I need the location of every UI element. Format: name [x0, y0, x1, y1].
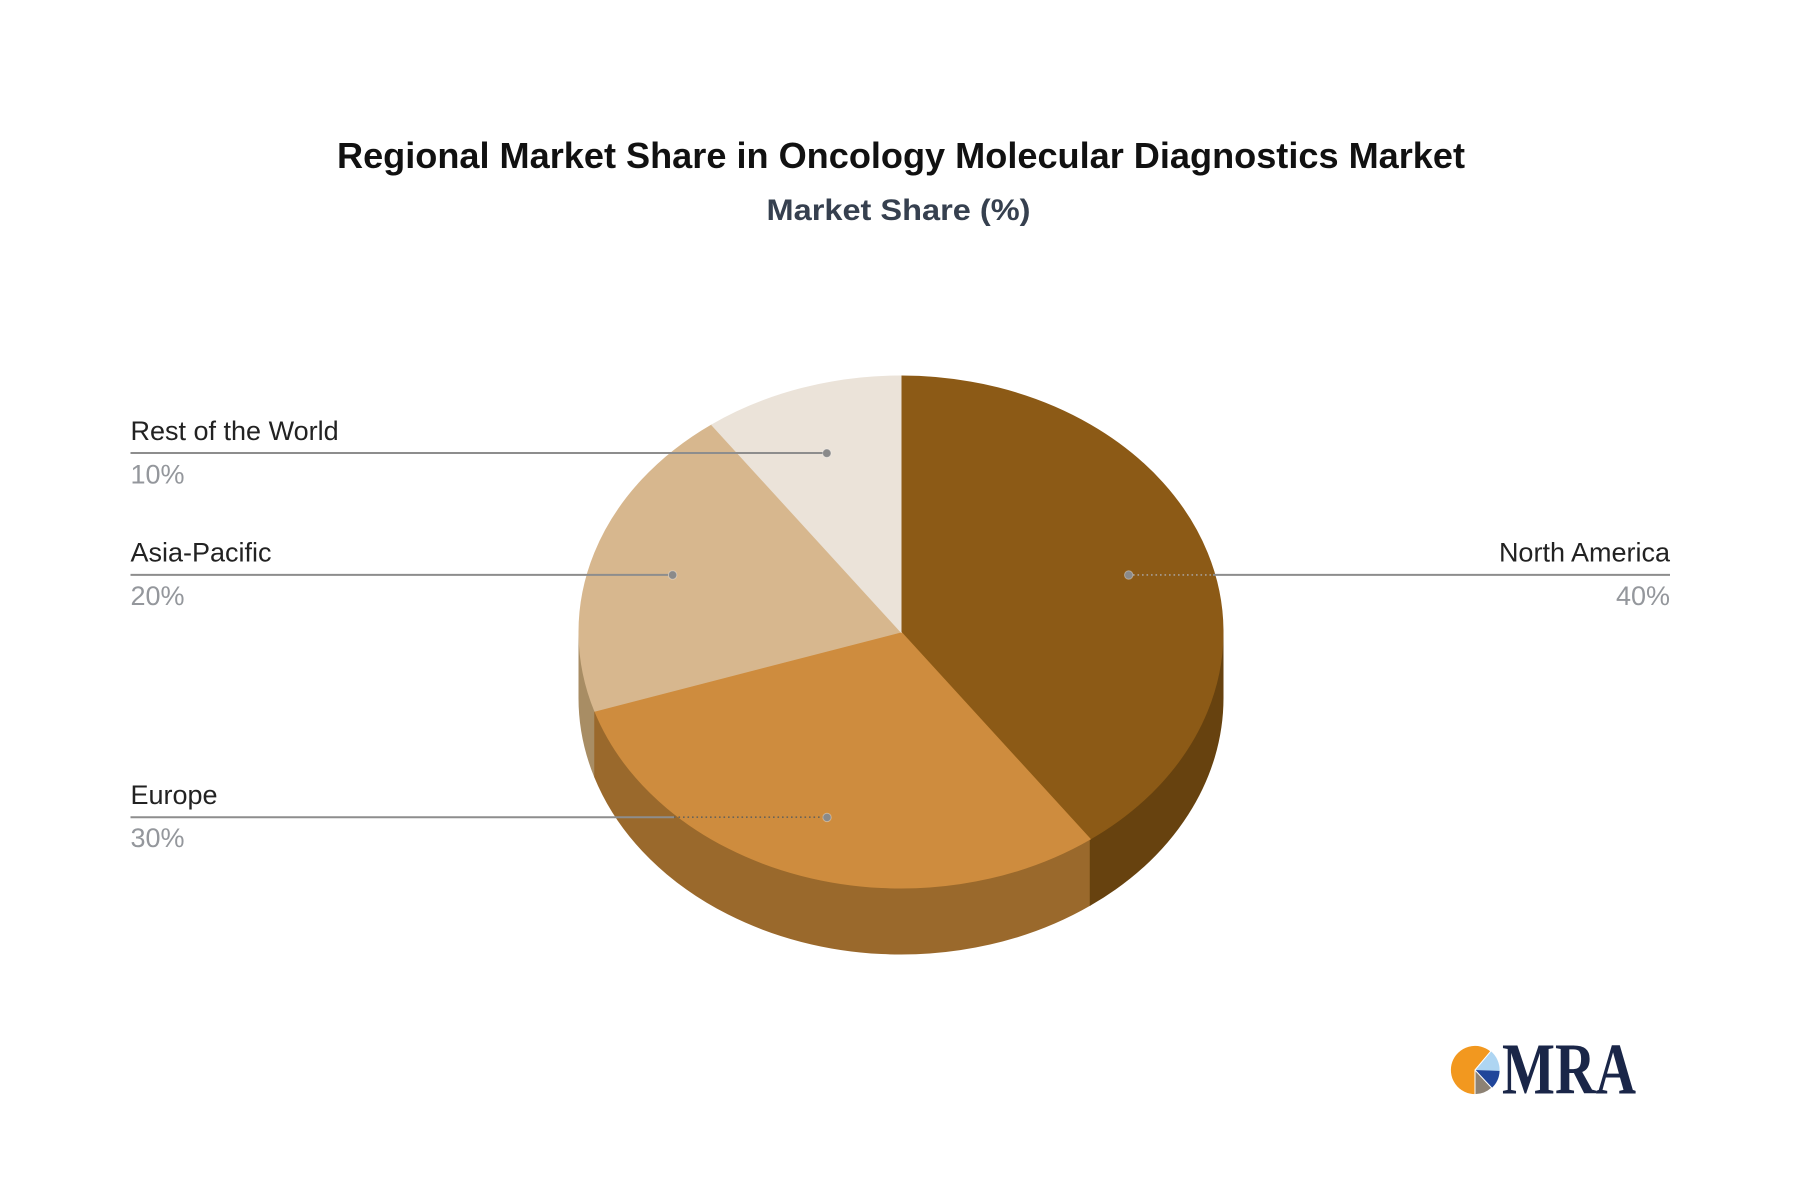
svg-text:40%: 40% — [1616, 581, 1670, 611]
svg-text:MRA: MRA — [1502, 1029, 1636, 1110]
svg-text:30%: 30% — [131, 823, 185, 853]
svg-text:Europe: Europe — [131, 780, 218, 810]
svg-text:Market Share (%): Market Share (%) — [767, 194, 1031, 227]
svg-text:Asia-Pacific: Asia-Pacific — [131, 538, 272, 568]
svg-text:Rest of the World: Rest of the World — [131, 416, 339, 446]
svg-text:20%: 20% — [131, 581, 185, 611]
svg-text:North America: North America — [1499, 538, 1671, 568]
svg-text:10%: 10% — [131, 459, 185, 489]
svg-text:Regional Market Share in Oncol: Regional Market Share in Oncology Molecu… — [337, 135, 1465, 176]
